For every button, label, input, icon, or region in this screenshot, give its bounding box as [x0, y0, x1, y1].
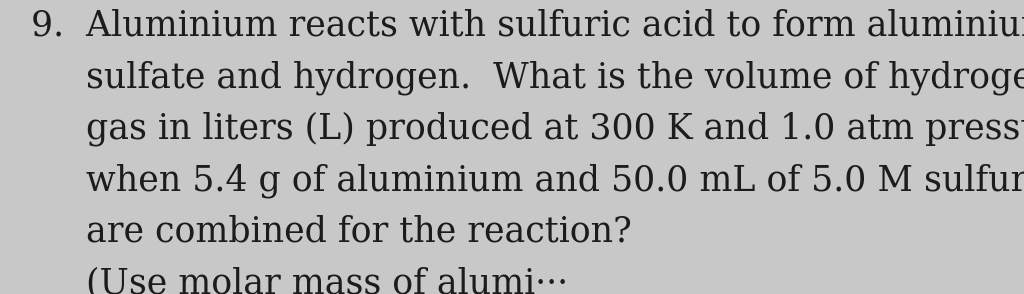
- Text: sulfate and hydrogen.  What is the volume of hydrogen: sulfate and hydrogen. What is the volume…: [31, 60, 1024, 95]
- Text: 9.  Aluminium reacts with sulfuric acid to form aluminium: 9. Aluminium reacts with sulfuric acid t…: [31, 9, 1024, 43]
- Text: (Use molar mass of alumi···: (Use molar mass of alumi···: [31, 266, 568, 294]
- Text: when 5.4 g of aluminium and 50.0 mL of 5.0 M sulfuric acid: when 5.4 g of aluminium and 50.0 mL of 5…: [31, 163, 1024, 198]
- Text: are combined for the reaction?: are combined for the reaction?: [31, 215, 632, 249]
- Text: gas in liters (L) produced at 300 K and 1.0 atm pressure,: gas in liters (L) produced at 300 K and …: [31, 112, 1024, 146]
